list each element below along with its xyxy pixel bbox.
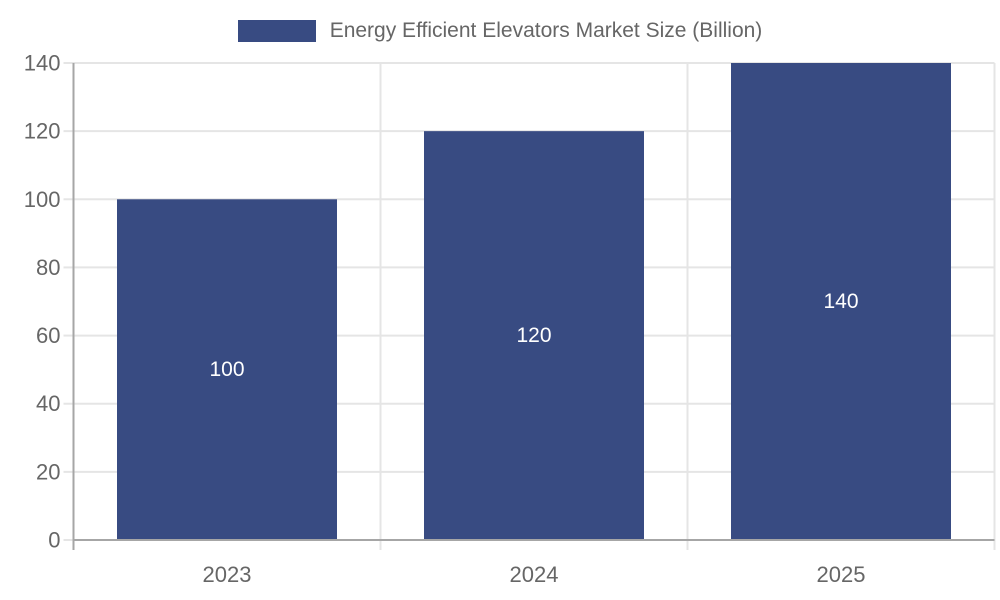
bar-value-label: 140 [823,290,858,313]
bar-value-label: 120 [516,324,551,347]
y-tick-label: 120 [24,119,61,144]
y-tick-label: 40 [36,391,60,416]
y-tick-label: 140 [24,51,61,76]
x-tick-label: 2023 [203,562,252,587]
y-tick-label: 60 [36,323,60,348]
bar-2025 [731,63,951,540]
y-tick-label: 20 [36,459,60,484]
y-tick-label: 100 [24,187,61,212]
bar-value-label: 100 [209,358,244,381]
bar-2023 [117,199,337,541]
x-tick-label: 2024 [510,562,559,587]
bar-2024 [424,131,644,540]
y-tick-label: 0 [48,528,60,553]
x-tick-label: 2025 [817,562,866,587]
y-tick-label: 80 [36,255,60,280]
